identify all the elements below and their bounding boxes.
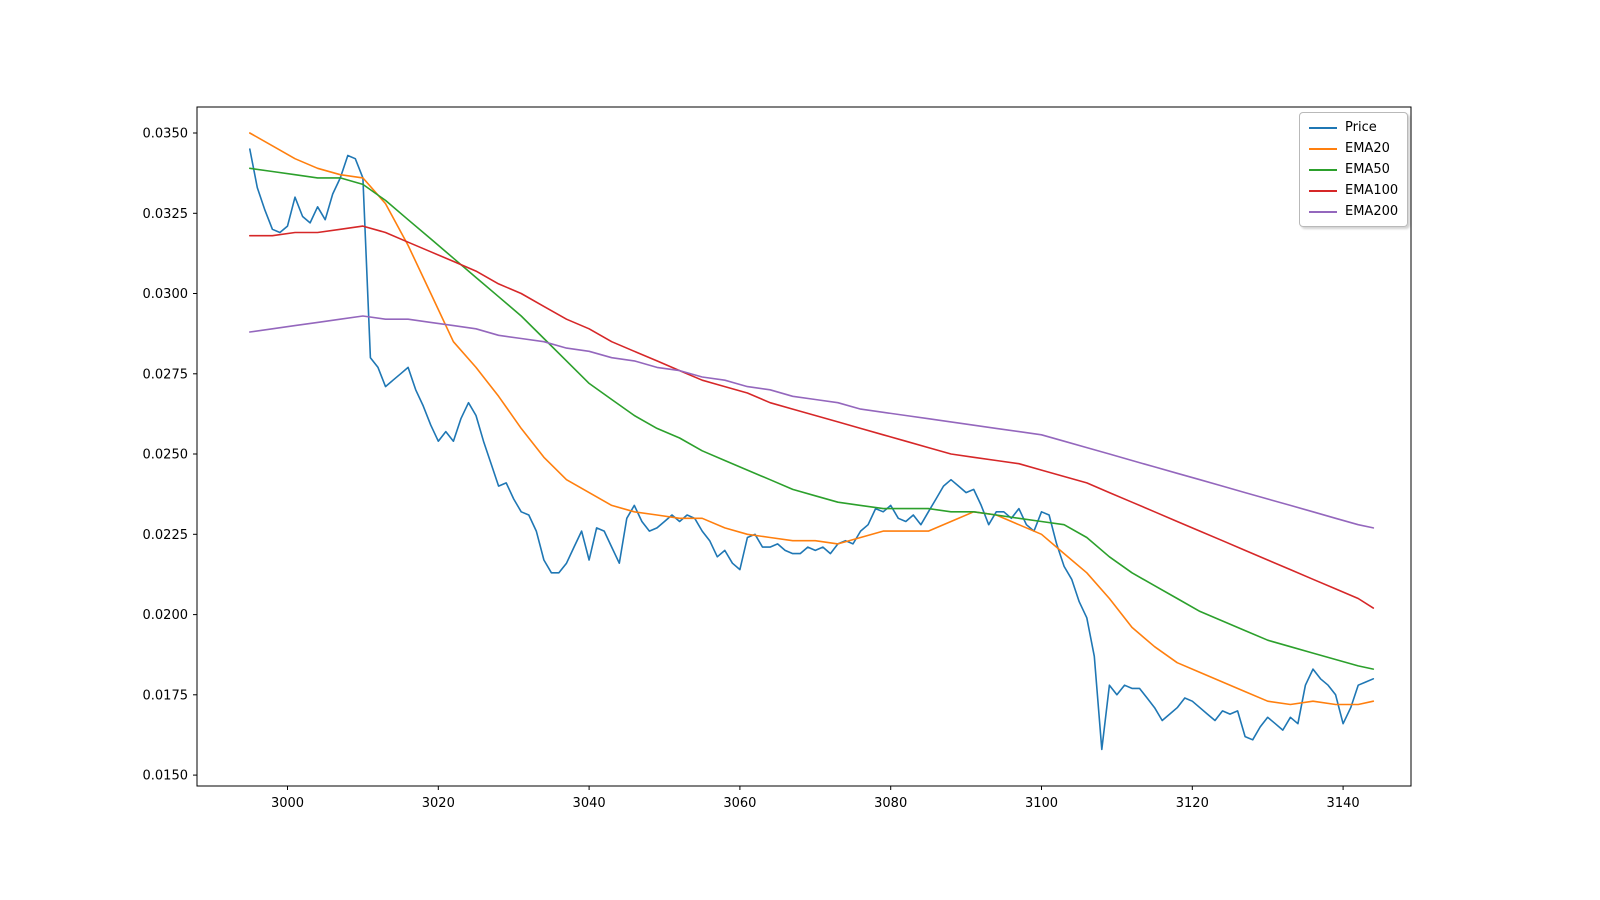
y-axis-ticks: 0.0150 0.0175 0.0200 0.0225 0.0250 0.0275 0.03… — [143, 127, 197, 784]
legend-line-swatch-ema20-icon — [1309, 147, 1337, 150]
y-tick-label: 0.0200 — [143, 608, 189, 623]
series-line-ema100 — [249, 225, 1375, 609]
series-line-ema50 — [249, 167, 1375, 670]
x-tick-label: 3080 — [874, 796, 907, 811]
chart-legend: Price EMA20 EMA50 EMA100 EMA200 — [1299, 112, 1409, 227]
y-tick-label: 0.0325 — [143, 207, 189, 222]
legend-label-ema20: EMA20 — [1345, 141, 1390, 156]
x-tick-label: 3060 — [723, 796, 756, 811]
legend-item-ema50: EMA50 — [1309, 161, 1398, 178]
legend-line-swatch-ema200-icon — [1309, 210, 1337, 213]
y-tick-label: 0.0175 — [143, 688, 189, 703]
y-tick-label: 0.0300 — [143, 287, 189, 302]
y-tick-label: 0.0250 — [143, 448, 189, 463]
legend-line-swatch-price-icon — [1309, 126, 1337, 129]
legend-label-ema50: EMA50 — [1345, 162, 1390, 177]
legend-line-swatch-ema50-icon — [1309, 168, 1337, 171]
legend-item-price: Price — [1309, 119, 1398, 136]
legend-label-ema100: EMA100 — [1345, 183, 1399, 198]
x-tick-label: 3000 — [271, 796, 304, 811]
y-tick-label: 0.0150 — [143, 769, 189, 784]
plot-border — [196, 106, 1412, 787]
legend-line-swatch-ema100-icon — [1309, 189, 1337, 192]
legend-label-price: Price — [1345, 120, 1377, 135]
legend-item-ema200: EMA200 — [1309, 203, 1398, 220]
x-tick-label: 3040 — [573, 796, 606, 811]
legend-item-ema20: EMA20 — [1309, 140, 1398, 157]
series-line-price — [249, 148, 1375, 751]
series-line-ema200 — [249, 315, 1375, 529]
x-tick-label: 3020 — [422, 796, 455, 811]
legend-item-ema100: EMA100 — [1309, 182, 1398, 199]
x-tick-label: 3140 — [1327, 796, 1360, 811]
y-tick-label: 0.0275 — [143, 367, 189, 382]
x-tick-label: 3100 — [1025, 796, 1058, 811]
series-line-ema20 — [249, 132, 1375, 706]
y-tick-label: 0.0350 — [143, 127, 189, 142]
x-tick-label: 3120 — [1176, 796, 1209, 811]
y-tick-label: 0.0225 — [143, 528, 189, 543]
legend-label-ema200: EMA200 — [1345, 204, 1399, 219]
x-axis-ticks: 3000 3020 3040 3060 3080 3100 3120 3140 — [271, 786, 1360, 811]
